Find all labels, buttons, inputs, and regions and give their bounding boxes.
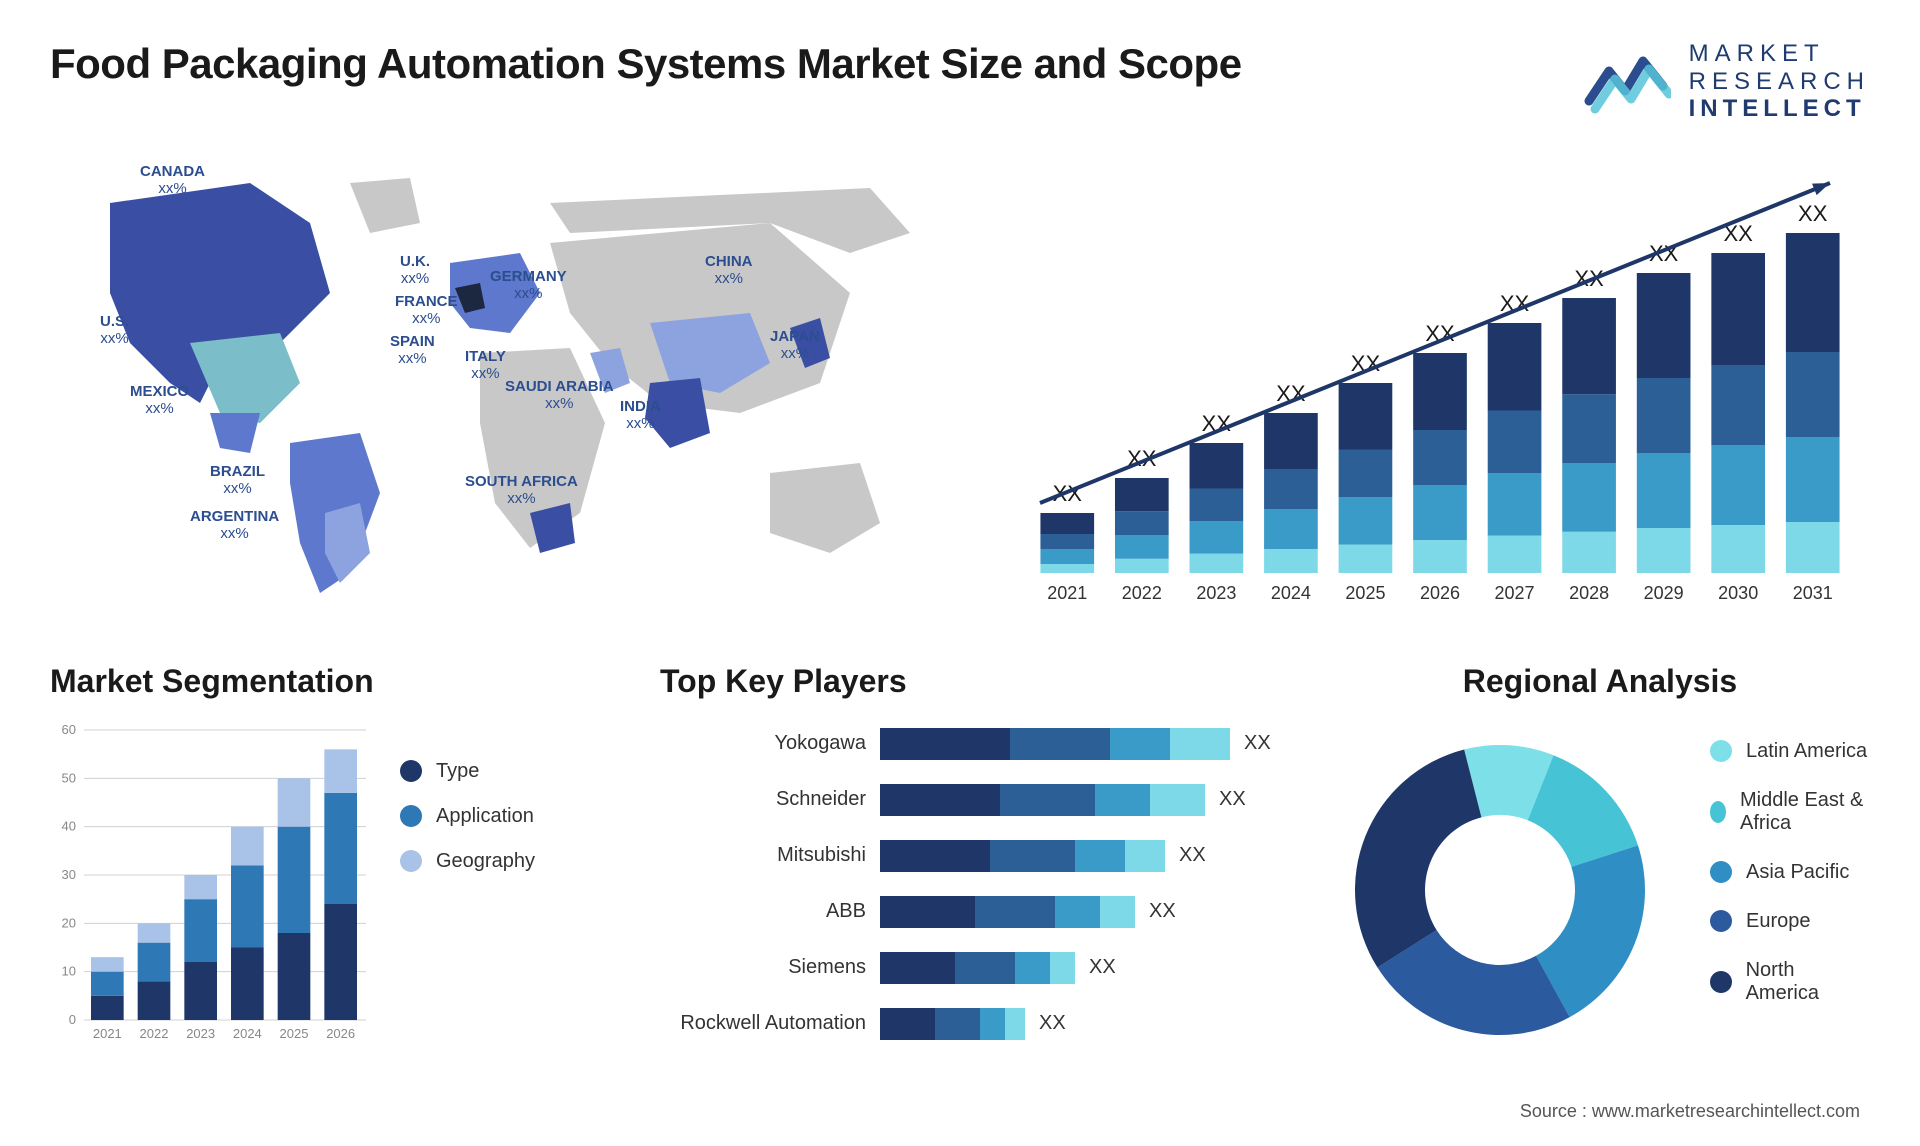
svg-text:2028: 2028 — [1569, 583, 1609, 603]
svg-text:10: 10 — [62, 963, 76, 978]
svg-text:2023: 2023 — [1196, 583, 1236, 603]
svg-text:XX: XX — [1798, 201, 1828, 226]
segmentation-panel: Market Segmentation 0 10 20 30 40 50 60 2021 202… — [50, 663, 610, 1083]
regional-donut — [1330, 720, 1670, 1060]
svg-text:50: 50 — [62, 770, 76, 785]
regional-panel: Regional Analysis Latin America Middle Ea… — [1330, 663, 1870, 1083]
map-label: SPAINxx% — [390, 333, 435, 368]
map-label: CHINAxx% — [705, 253, 753, 288]
regional-title: Regional Analysis — [1330, 663, 1870, 700]
svg-text:2025: 2025 — [280, 1026, 309, 1041]
svg-text:2026: 2026 — [1420, 583, 1460, 603]
map-label: INDIAxx% — [620, 398, 661, 433]
svg-text:2023: 2023 — [186, 1026, 215, 1041]
legend-item: Middle East & Africa — [1710, 789, 1870, 835]
logo: MARKET RESEARCH INTELLECT — [1581, 40, 1870, 123]
logo-icon — [1581, 41, 1671, 121]
key-players-panel: Top Key Players YokogawaXX SchneiderXX Mit… — [660, 663, 1280, 1083]
growth-chart-panel: XX2021XX2022XX2023XX2024XX2025XX2026XX20… — [1010, 153, 1870, 623]
svg-text:2025: 2025 — [1345, 583, 1385, 603]
player-row: Rockwell AutomationXX — [660, 1000, 1280, 1048]
segmentation-title: Market Segmentation — [50, 663, 610, 700]
header: Food Packaging Automation Systems Market… — [50, 40, 1870, 123]
player-row: MitsubishiXX — [660, 832, 1280, 880]
svg-text:2027: 2027 — [1495, 583, 1535, 603]
map-label: SAUDI ARABIAxx% — [505, 378, 614, 413]
legend-item: Asia Pacific — [1710, 861, 1870, 884]
page-title: Food Packaging Automation Systems Market… — [50, 40, 1242, 88]
svg-text:2022: 2022 — [1122, 583, 1162, 603]
legend-item: Geography — [400, 850, 535, 873]
map-label: U.S.xx% — [100, 313, 129, 348]
player-row: SiemensXX — [660, 944, 1280, 992]
map-label: FRANCExx% — [395, 293, 458, 328]
map-label: U.K.xx% — [400, 253, 430, 288]
svg-text:0: 0 — [69, 1012, 76, 1027]
key-players-title: Top Key Players — [660, 663, 1280, 700]
legend-item: Europe — [1710, 910, 1870, 933]
svg-text:40: 40 — [62, 818, 76, 833]
svg-text:30: 30 — [62, 867, 76, 882]
key-players-chart: YokogawaXX SchneiderXX MitsubishiXX ABBXX Si… — [660, 720, 1280, 1060]
legend-item: Type — [400, 760, 535, 783]
svg-text:2026: 2026 — [326, 1026, 355, 1041]
map-label: CANADAxx% — [140, 163, 205, 198]
map-label: BRAZILxx% — [210, 463, 265, 498]
svg-text:2024: 2024 — [1271, 583, 1311, 603]
growth-chart: XX2021XX2022XX2023XX2024XX2025XX2026XX20… — [1010, 153, 1870, 623]
map-label: ARGENTINAxx% — [190, 508, 279, 543]
svg-text:60: 60 — [62, 722, 76, 737]
svg-text:2029: 2029 — [1644, 583, 1684, 603]
segmentation-chart: 0 10 20 30 40 50 60 2021 2022 2023 2024 2025 2026 — [50, 720, 370, 1050]
logo-text: MARKET RESEARCH INTELLECT — [1689, 40, 1870, 123]
svg-text:2021: 2021 — [93, 1026, 122, 1041]
map-label: GERMANYxx% — [490, 268, 567, 303]
world-map-panel: CANADAxx% U.S.xx% MEXICOxx% BRAZILxx% ARGENT… — [50, 153, 950, 623]
svg-text:20: 20 — [62, 915, 76, 930]
source-attribution: Source : www.marketresearchintellect.com — [1520, 1101, 1860, 1122]
svg-text:2030: 2030 — [1718, 583, 1758, 603]
map-label: SOUTH AFRICAxx% — [465, 473, 578, 508]
player-row: SchneiderXX — [660, 776, 1280, 824]
legend-item: North America — [1710, 959, 1870, 1005]
svg-text:2022: 2022 — [140, 1026, 169, 1041]
map-label: JAPANxx% — [770, 328, 820, 363]
legend-item: Application — [400, 805, 535, 828]
regional-legend: Latin America Middle East & Africa Asia Pa… — [1710, 740, 1870, 1005]
svg-text:2021: 2021 — [1047, 583, 1087, 603]
map-label: MEXICOxx% — [130, 383, 189, 418]
player-row: ABBXX — [660, 888, 1280, 936]
svg-text:2024: 2024 — [233, 1026, 262, 1041]
map-label: ITALYxx% — [465, 348, 506, 383]
legend-item: Latin America — [1710, 740, 1870, 763]
svg-text:2031: 2031 — [1793, 583, 1833, 603]
player-row: YokogawaXX — [660, 720, 1280, 768]
segmentation-legend: Type Application Geography — [400, 760, 535, 1050]
